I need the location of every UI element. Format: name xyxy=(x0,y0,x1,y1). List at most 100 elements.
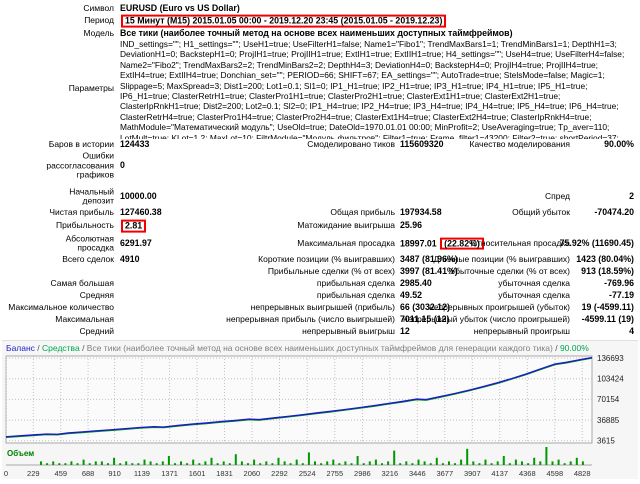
report-label: непрерывный выигрыш xyxy=(302,326,395,337)
report-label: Ошибки рассогласования графиков xyxy=(46,150,114,180)
svg-text:2524: 2524 xyxy=(299,469,316,478)
report-label: Максимальная xyxy=(55,314,114,325)
report-value: 18997.01 (22.82%) xyxy=(400,237,484,250)
report-label: Прибыльность xyxy=(56,220,114,231)
report-label: убыточная сделка xyxy=(498,290,570,301)
svg-text:4598: 4598 xyxy=(546,469,563,478)
report-label: Начальный депозит xyxy=(69,185,114,206)
grid xyxy=(5,356,592,443)
report-label: прибыльная сделка xyxy=(316,290,395,301)
report-label: непрерывный проигрыш xyxy=(473,326,570,337)
y-axis-labels: 136693 103424 70154 36885 3615 xyxy=(597,354,624,446)
highlight-box: 2.81 xyxy=(121,219,147,233)
x-axis-labels: 0 229 459 688 910 1139 1371 1601 1831 2060 2292 252… xyxy=(4,469,591,478)
chart-legend-item: / xyxy=(34,343,43,353)
svg-text:910: 910 xyxy=(108,469,121,478)
report-value: 2985.40 xyxy=(400,278,432,289)
report-value: Все тики (наиболее точный метод на основ… xyxy=(120,27,513,38)
report-value: 66 (3032.12) xyxy=(400,302,450,313)
report-label: Качество моделирования xyxy=(469,139,570,150)
highlight-box: (22.82%) xyxy=(440,237,484,250)
svg-text:1139: 1139 xyxy=(134,469,150,478)
svg-text:70154: 70154 xyxy=(597,395,620,404)
plot-area xyxy=(5,355,593,444)
report-value: 12 xyxy=(400,326,410,337)
report-value: 19 (-4599.11) xyxy=(581,302,634,313)
report-value: 25.96 xyxy=(400,220,423,231)
report-row: Максимальное количество непрерывных выигр… xyxy=(2,302,638,314)
svg-text:2060: 2060 xyxy=(244,469,261,478)
chart-legend-item: Все тики (наиболее точный метод на основ… xyxy=(86,343,553,353)
report-row: Начальный депозит 10000.00 Спред 2 xyxy=(2,186,638,207)
svg-text:2292: 2292 xyxy=(271,469,288,478)
report-label: непрерывных выигрышей (прибыль) xyxy=(250,302,395,313)
report-value: EURUSD (Euro vs US Dollar) xyxy=(120,2,240,13)
report-label: Средняя xyxy=(79,290,114,301)
volume-label: Объем xyxy=(7,449,35,458)
svg-text:1601: 1601 xyxy=(189,469,206,478)
report-label: Общий убыток xyxy=(512,207,570,218)
report-label: непрерывных проигрышей (убыток) xyxy=(429,302,570,313)
report-label: Общая прибыль xyxy=(330,207,395,218)
report-value: 913 (18.59%) xyxy=(581,266,634,277)
report-row: Период 15 Минут (M15) 2015.01.05 00:00 - … xyxy=(2,14,638,28)
report-label: Максимальная просадка xyxy=(297,237,395,248)
report-value: -70474.20 xyxy=(594,207,634,218)
report-value: 4 xyxy=(629,326,634,337)
report-label: Прибыльные сделки (% от всех) xyxy=(267,266,395,277)
svg-text:136693: 136693 xyxy=(597,355,624,363)
report-value: 127460.38 xyxy=(120,207,162,218)
report-value: 4910 xyxy=(120,254,140,265)
report-value: 49.52 xyxy=(400,290,423,301)
report-label: Средний xyxy=(79,326,114,337)
report-row: Абсолютная просадка 6291.97 Максимальная п… xyxy=(2,233,638,254)
report-value: -769.96 xyxy=(604,278,634,289)
report-parameters-value: IND_settings=""; H1_settings=""; UseH1=t… xyxy=(120,39,625,139)
report-value: 3487 (81.96%) xyxy=(400,254,458,265)
svg-text:1831: 1831 xyxy=(216,469,233,478)
svg-text:0: 0 xyxy=(4,469,8,478)
report-value: 0 xyxy=(120,160,125,171)
report-row: Самая большая прибыльная сделка 2985.40 убы… xyxy=(2,278,638,290)
report-label: Чистая прибыль xyxy=(49,207,114,218)
svg-text:36885: 36885 xyxy=(597,416,620,425)
svg-text:4828: 4828 xyxy=(574,469,591,478)
report-label: непрерывная прибыль (число выигрышей) xyxy=(226,314,395,325)
volume-bars xyxy=(40,447,584,465)
report-label: Спред xyxy=(545,190,570,201)
balance-line xyxy=(5,356,593,438)
report-value: 90.00% xyxy=(604,139,634,150)
svg-text:3677: 3677 xyxy=(436,469,453,478)
report-value: 2 xyxy=(629,190,634,201)
balance-graph-svg: 136693 103424 70154 36885 3615 0 229 459 688 910 1… xyxy=(4,354,624,478)
report-label: Короткие позиции (% выигравших) xyxy=(258,254,395,265)
chart-legend-item: 90.00% xyxy=(559,343,589,353)
svg-text:3216: 3216 xyxy=(381,469,398,478)
report-label: Матожидание выигрыша xyxy=(297,220,395,231)
report-label: прибыльная сделка xyxy=(316,278,395,289)
report-label: Всего сделок xyxy=(62,254,114,265)
balance-chart: Баланс / Средства / Все тики (наиболее т… xyxy=(2,340,638,479)
report-value: 2.81 xyxy=(120,219,147,233)
svg-text:4368: 4368 xyxy=(519,469,536,478)
report-value: 15 Минут (M15) 2015.01.05 00:00 - 2019.1… xyxy=(120,14,447,28)
report-row: Максимальная непрерывная прибыль (число в… xyxy=(2,314,638,326)
report-row: Прибыльность 2.81 Матожидание выигрыша 25.9… xyxy=(2,219,638,233)
report-value: 124433 xyxy=(120,139,150,150)
report-value: 1423 (80.04%) xyxy=(576,254,634,265)
svg-text:2986: 2986 xyxy=(354,469,371,478)
svg-text:103424: 103424 xyxy=(597,375,624,384)
svg-text:3907: 3907 xyxy=(464,469,481,478)
report-row: Чистая прибыль 127460.38 Общая прибыль 1979… xyxy=(2,207,638,219)
report-label: непрерывный убыток (число проигрышей) xyxy=(403,314,570,325)
strategy-tester-report: Символ EURUSD (Euro vs US Dollar) Период 15… xyxy=(2,3,638,338)
report-label: Символ xyxy=(83,2,114,13)
report-label: Самая большая xyxy=(50,278,114,289)
report-value: 10000.00 xyxy=(120,190,157,201)
report-row: Параметры IND_settings=""; H1_settings=""… xyxy=(2,39,638,139)
chart-legend: Баланс / Средства / Все тики (наиболее т… xyxy=(2,341,638,356)
report-row: Средняя прибыльная сделка 49.52 убыточная с… xyxy=(2,290,638,302)
report-label: Максимальное количество xyxy=(8,302,114,313)
report-label: Длинные позиции (% выигравших) xyxy=(433,254,571,265)
report-row: Модель Все тики (наиболее точный метод на… xyxy=(2,28,638,39)
